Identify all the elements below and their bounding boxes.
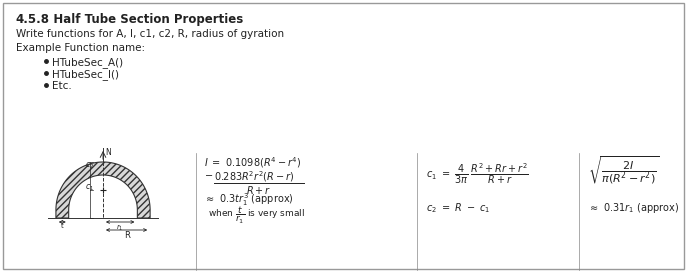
Text: $c_2$: $c_2$ xyxy=(85,161,94,171)
Text: $c_1$: $c_1$ xyxy=(85,183,94,193)
Text: Example Function name:: Example Function name: xyxy=(15,43,145,53)
Text: $\approx\ 0.31r_1\ \mathrm{(approx)}$: $\approx\ 0.31r_1\ \mathrm{(approx)}$ xyxy=(588,201,679,215)
Text: HTubeSec_I(): HTubeSec_I() xyxy=(52,69,119,80)
Text: when $\dfrac{t}{r_1}$ is very small: when $\dfrac{t}{r_1}$ is very small xyxy=(208,205,305,226)
Text: $-$: $-$ xyxy=(204,169,214,179)
Text: $R + r$: $R + r$ xyxy=(246,184,272,196)
Text: $I\ =\ 0.1098(R^4 - r^4)$: $I\ =\ 0.1098(R^4 - r^4)$ xyxy=(204,155,302,170)
Text: t: t xyxy=(61,223,64,229)
Text: Write functions for A, I, c1, c2, R, radius of gyration: Write functions for A, I, c1, c2, R, rad… xyxy=(15,29,284,39)
Text: $c_1\ =\ \dfrac{4}{3\pi}\ \dfrac{R^2 + Rr + r^2}{R + r}$: $c_1\ =\ \dfrac{4}{3\pi}\ \dfrac{R^2 + R… xyxy=(426,161,528,186)
Text: $\approx\ 0.3tr_1^3\ \mathrm{(approx)}$: $\approx\ 0.3tr_1^3\ \mathrm{(approx)}$ xyxy=(204,191,294,208)
FancyBboxPatch shape xyxy=(3,3,684,269)
Text: $0.283R^2r^2(R - r)$: $0.283R^2r^2(R - r)$ xyxy=(214,169,294,184)
Text: 4.5.8: 4.5.8 xyxy=(15,13,50,26)
Text: R: R xyxy=(124,231,130,240)
Text: Etc.: Etc. xyxy=(52,81,72,91)
Text: N: N xyxy=(105,148,111,157)
Text: $r_1$: $r_1$ xyxy=(116,223,124,233)
Text: HTubeSec_A(): HTubeSec_A() xyxy=(52,57,123,68)
Polygon shape xyxy=(56,162,150,218)
Text: $\sqrt{\dfrac{2I}{\pi(R^2 - r^2)}}$: $\sqrt{\dfrac{2I}{\pi(R^2 - r^2)}}$ xyxy=(588,155,659,187)
Text: Half Tube Section Properties: Half Tube Section Properties xyxy=(41,13,244,26)
Text: $c_2\ =\ R\ -\ c_1$: $c_2\ =\ R\ -\ c_1$ xyxy=(426,201,490,215)
